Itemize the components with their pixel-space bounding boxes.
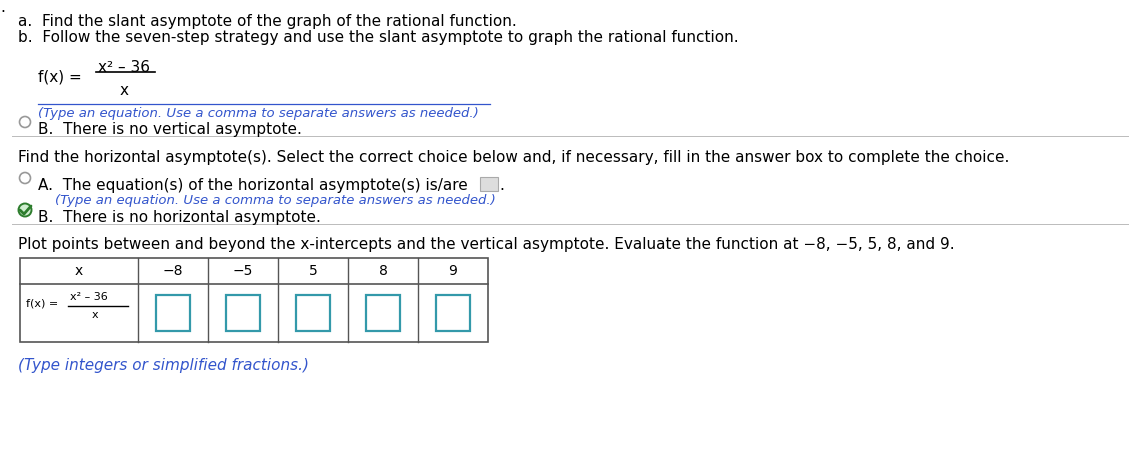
Text: x: x bbox=[92, 310, 99, 320]
Text: 9: 9 bbox=[448, 264, 457, 278]
Circle shape bbox=[18, 203, 32, 217]
Text: x: x bbox=[120, 83, 129, 98]
Text: .: . bbox=[499, 178, 504, 193]
Text: (Type an equation. Use a comma to separate answers as needed.): (Type an equation. Use a comma to separa… bbox=[55, 194, 496, 207]
Text: −8: −8 bbox=[163, 264, 184, 278]
Text: 5: 5 bbox=[309, 264, 317, 278]
Text: B.  There is no horizontal asymptote.: B. There is no horizontal asymptote. bbox=[38, 210, 320, 225]
Text: (Type an equation. Use a comma to separate answers as needed.): (Type an equation. Use a comma to separa… bbox=[38, 107, 479, 120]
Text: Find the horizontal asymptote(s). Select the correct choice below and, if necess: Find the horizontal asymptote(s). Select… bbox=[18, 150, 1009, 165]
FancyBboxPatch shape bbox=[156, 295, 190, 331]
FancyBboxPatch shape bbox=[480, 177, 498, 191]
Text: f(x) =: f(x) = bbox=[38, 69, 82, 84]
Text: B.  There is no vertical asymptote.: B. There is no vertical asymptote. bbox=[38, 122, 302, 137]
Text: 8: 8 bbox=[378, 264, 388, 278]
Text: .: . bbox=[0, 0, 5, 15]
FancyBboxPatch shape bbox=[435, 295, 470, 331]
FancyBboxPatch shape bbox=[296, 295, 329, 331]
Text: x² – 36: x² – 36 bbox=[70, 292, 108, 302]
Text: Plot points between and beyond the x-intercepts and the vertical asymptote. Eval: Plot points between and beyond the x-int… bbox=[18, 237, 954, 252]
FancyBboxPatch shape bbox=[226, 295, 260, 331]
Text: b.  Follow the seven-step strategy and use the slant asymptote to graph the rati: b. Follow the seven-step strategy and us… bbox=[18, 30, 739, 45]
Text: −5: −5 bbox=[233, 264, 253, 278]
FancyBboxPatch shape bbox=[21, 258, 488, 342]
Text: x² – 36: x² – 36 bbox=[98, 60, 150, 75]
Text: a.  Find the slant asymptote of the graph of the rational function.: a. Find the slant asymptote of the graph… bbox=[18, 14, 516, 29]
Text: (Type integers or simplified fractions.): (Type integers or simplified fractions.) bbox=[18, 358, 309, 373]
FancyBboxPatch shape bbox=[366, 295, 400, 331]
Text: A.  The equation(s) of the horizontal asymptote(s) is/are: A. The equation(s) of the horizontal asy… bbox=[38, 178, 467, 193]
Text: x: x bbox=[75, 264, 83, 278]
Text: f(x) =: f(x) = bbox=[26, 299, 58, 309]
